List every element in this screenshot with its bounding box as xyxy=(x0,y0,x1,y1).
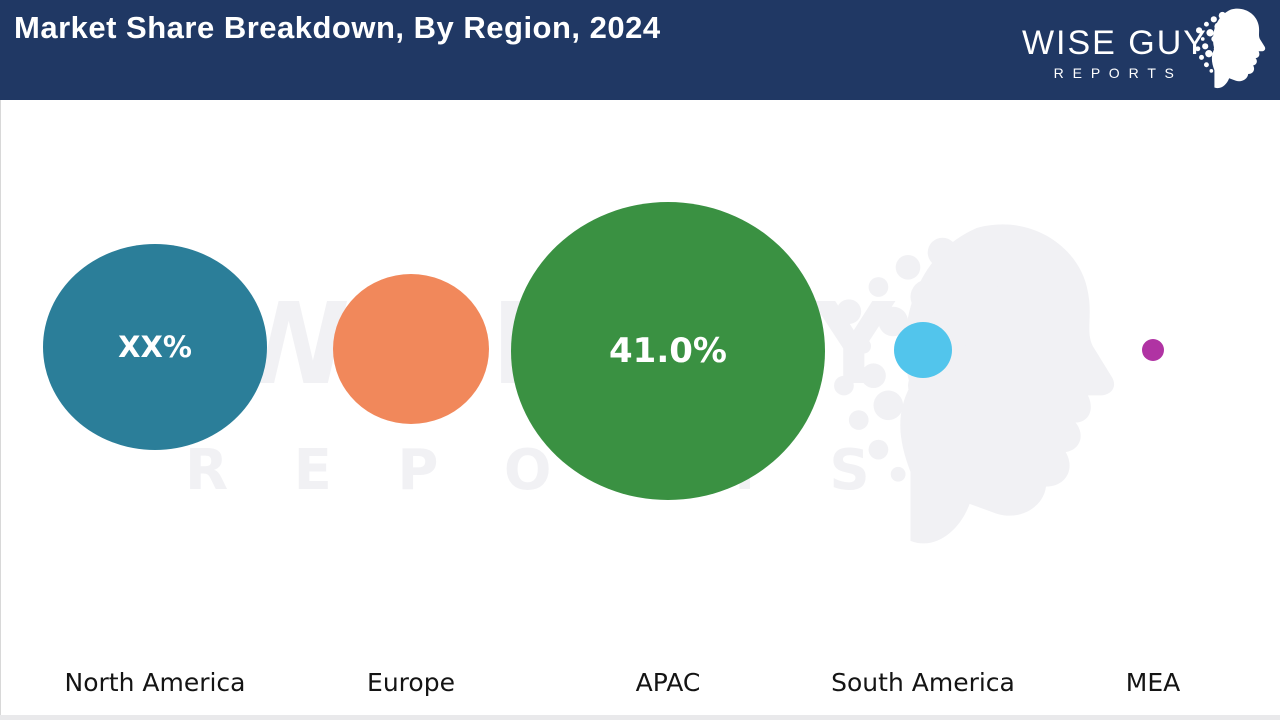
bubble-mea xyxy=(1142,339,1164,361)
logo-text: WISE GUY R E P O R T S xyxy=(1022,24,1208,81)
header-bar: Market Share Breakdown, By Region, 2024 … xyxy=(0,0,1280,100)
category-label-europe: Europe xyxy=(367,668,455,697)
category-label-north-america: North America xyxy=(64,668,246,697)
bubble-europe xyxy=(333,274,489,424)
watermark-dotted-head-icon xyxy=(834,224,1115,544)
page-title: Market Share Breakdown, By Region, 2024 xyxy=(14,10,661,45)
bubble-north-america: XX% xyxy=(43,244,267,450)
category-label-south-america: South America xyxy=(831,668,1015,697)
bubble-south-america xyxy=(894,322,952,378)
logo-wordmark: WISE GUY xyxy=(1021,23,1208,62)
bubble-apac: 41.0% xyxy=(511,202,825,500)
wise-guy-logo: WISE GUY R E P O R T S xyxy=(1022,4,1268,96)
dotted-head-icon xyxy=(1195,8,1266,89)
logo-subtitle: R E P O R T S xyxy=(1053,64,1177,81)
bubble-value-label: XX% xyxy=(118,330,192,364)
bubble-value-label: 41.0% xyxy=(609,331,727,371)
category-label-mea: MEA xyxy=(1125,668,1181,697)
chart-area: WISE GUY R E P O R T S XX%North AmericaE… xyxy=(0,100,1280,715)
bottom-edge-strip xyxy=(0,715,1280,720)
category-label-apac: APAC xyxy=(635,668,701,697)
